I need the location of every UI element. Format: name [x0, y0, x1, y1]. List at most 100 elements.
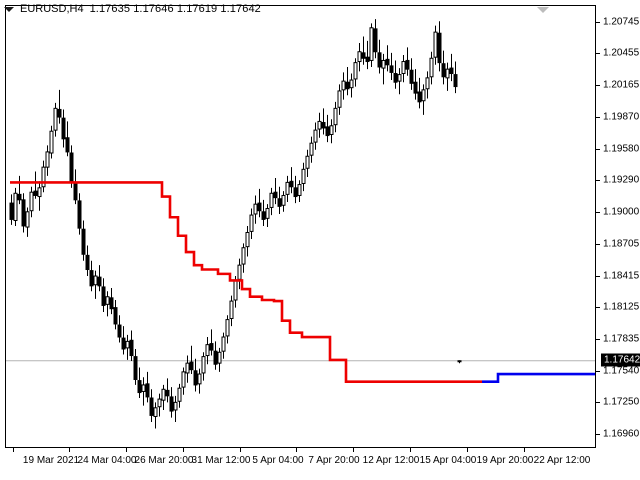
candle [309, 142, 314, 156]
candle [377, 52, 382, 68]
price-axis[interactable]: 1.20745 1.20455 1.20165 1.19870 1.19580 1.192… [596, 5, 640, 448]
candle-group [9, 19, 462, 429]
time-tick [240, 448, 241, 452]
candle [13, 192, 18, 222]
price-tick [596, 307, 600, 309]
price-plot-area[interactable] [5, 5, 596, 448]
price-axis-label: 1.17250 [603, 396, 640, 408]
candle [73, 181, 78, 201]
candle [17, 193, 22, 201]
candle [161, 388, 166, 401]
candle [341, 80, 346, 91]
scroll-position-marker-icon[interactable] [537, 7, 549, 13]
price-axis-label: 1.19870 [603, 111, 640, 123]
candle [449, 67, 454, 75]
time-tick [353, 448, 354, 452]
price-axis-label: 1.17540 [603, 365, 640, 377]
candle [205, 344, 210, 357]
time-axis-label: 22 Apr 12:00 [533, 455, 591, 466]
candle [65, 137, 70, 153]
price-axis-label: 1.18705 [603, 238, 640, 250]
trend-line [10, 181, 482, 383]
candle [185, 362, 190, 374]
current-price-tag: 1.17642 [601, 353, 640, 367]
candle [69, 152, 74, 182]
candle [193, 370, 198, 386]
candle [401, 61, 406, 75]
candle [353, 62, 358, 80]
candle [433, 31, 438, 58]
candle [301, 168, 306, 184]
candle [293, 187, 298, 198]
candle [237, 264, 242, 280]
candle [125, 340, 130, 349]
candle [277, 198, 282, 207]
price-tick [596, 85, 600, 87]
candle [221, 336, 226, 352]
price-axis-label: 1.16960 [603, 428, 640, 440]
candle [329, 125, 334, 135]
candle [89, 270, 94, 287]
candle [41, 166, 46, 188]
candle [189, 361, 194, 371]
candle [149, 397, 154, 416]
time-axis-label: 24 Mar 04:00 [77, 455, 137, 466]
candle [217, 351, 222, 364]
candle [357, 51, 362, 63]
candle [117, 324, 122, 338]
candle [453, 74, 458, 88]
candle [145, 383, 150, 398]
trend-line [482, 372, 595, 383]
candle [245, 231, 250, 248]
time-axis[interactable]: 19 Mar 2021 24 Mar 04:00 26 Mar 20:00 31 Ma… [5, 448, 640, 480]
candle [233, 279, 238, 301]
price-tick [596, 21, 600, 23]
price-tick [596, 370, 600, 372]
price-axis-label: 1.18415 [603, 270, 640, 282]
candle [457, 360, 462, 363]
candle [429, 57, 434, 78]
time-axis-label: 12 Apr 12:00 [362, 455, 420, 466]
candle [285, 181, 290, 195]
candle [365, 56, 370, 63]
candle [37, 187, 42, 198]
time-axis-label: 19 Mar 2021 [22, 455, 80, 466]
candle [133, 356, 138, 380]
time-axis-label: 31 Mar 12:00 [191, 455, 251, 466]
candle [113, 307, 118, 325]
candle [61, 117, 66, 140]
candle [361, 52, 366, 59]
candle [169, 396, 174, 412]
candle [105, 296, 110, 305]
chart-header: EURUSD,H4 1.17635 1.17646 1.17619 1.1764… [0, 0, 261, 18]
candle [441, 63, 446, 78]
candle [93, 275, 98, 286]
candle [101, 286, 106, 306]
candle [317, 120, 322, 130]
price-axis-label: 1.19000 [603, 206, 640, 218]
time-tick [69, 448, 70, 452]
candle [129, 339, 134, 357]
candle [77, 200, 82, 229]
candle [29, 191, 34, 212]
price-tick [596, 402, 600, 404]
candle [437, 32, 442, 64]
candle [257, 202, 262, 212]
price-axis-label: 1.19580 [603, 143, 640, 155]
candle [273, 191, 278, 199]
candle [425, 77, 430, 90]
price-tick [596, 180, 600, 182]
candlestick-plot [6, 19, 595, 429]
candle [81, 228, 86, 255]
chevron-down-icon[interactable] [4, 7, 14, 12]
candle [229, 300, 234, 320]
time-tick [13, 448, 14, 452]
price-tick [596, 117, 600, 119]
price-tick [596, 148, 600, 150]
candle [25, 211, 30, 228]
candle [49, 130, 54, 154]
candle [381, 59, 386, 69]
candle [97, 276, 102, 287]
candle [157, 398, 162, 408]
